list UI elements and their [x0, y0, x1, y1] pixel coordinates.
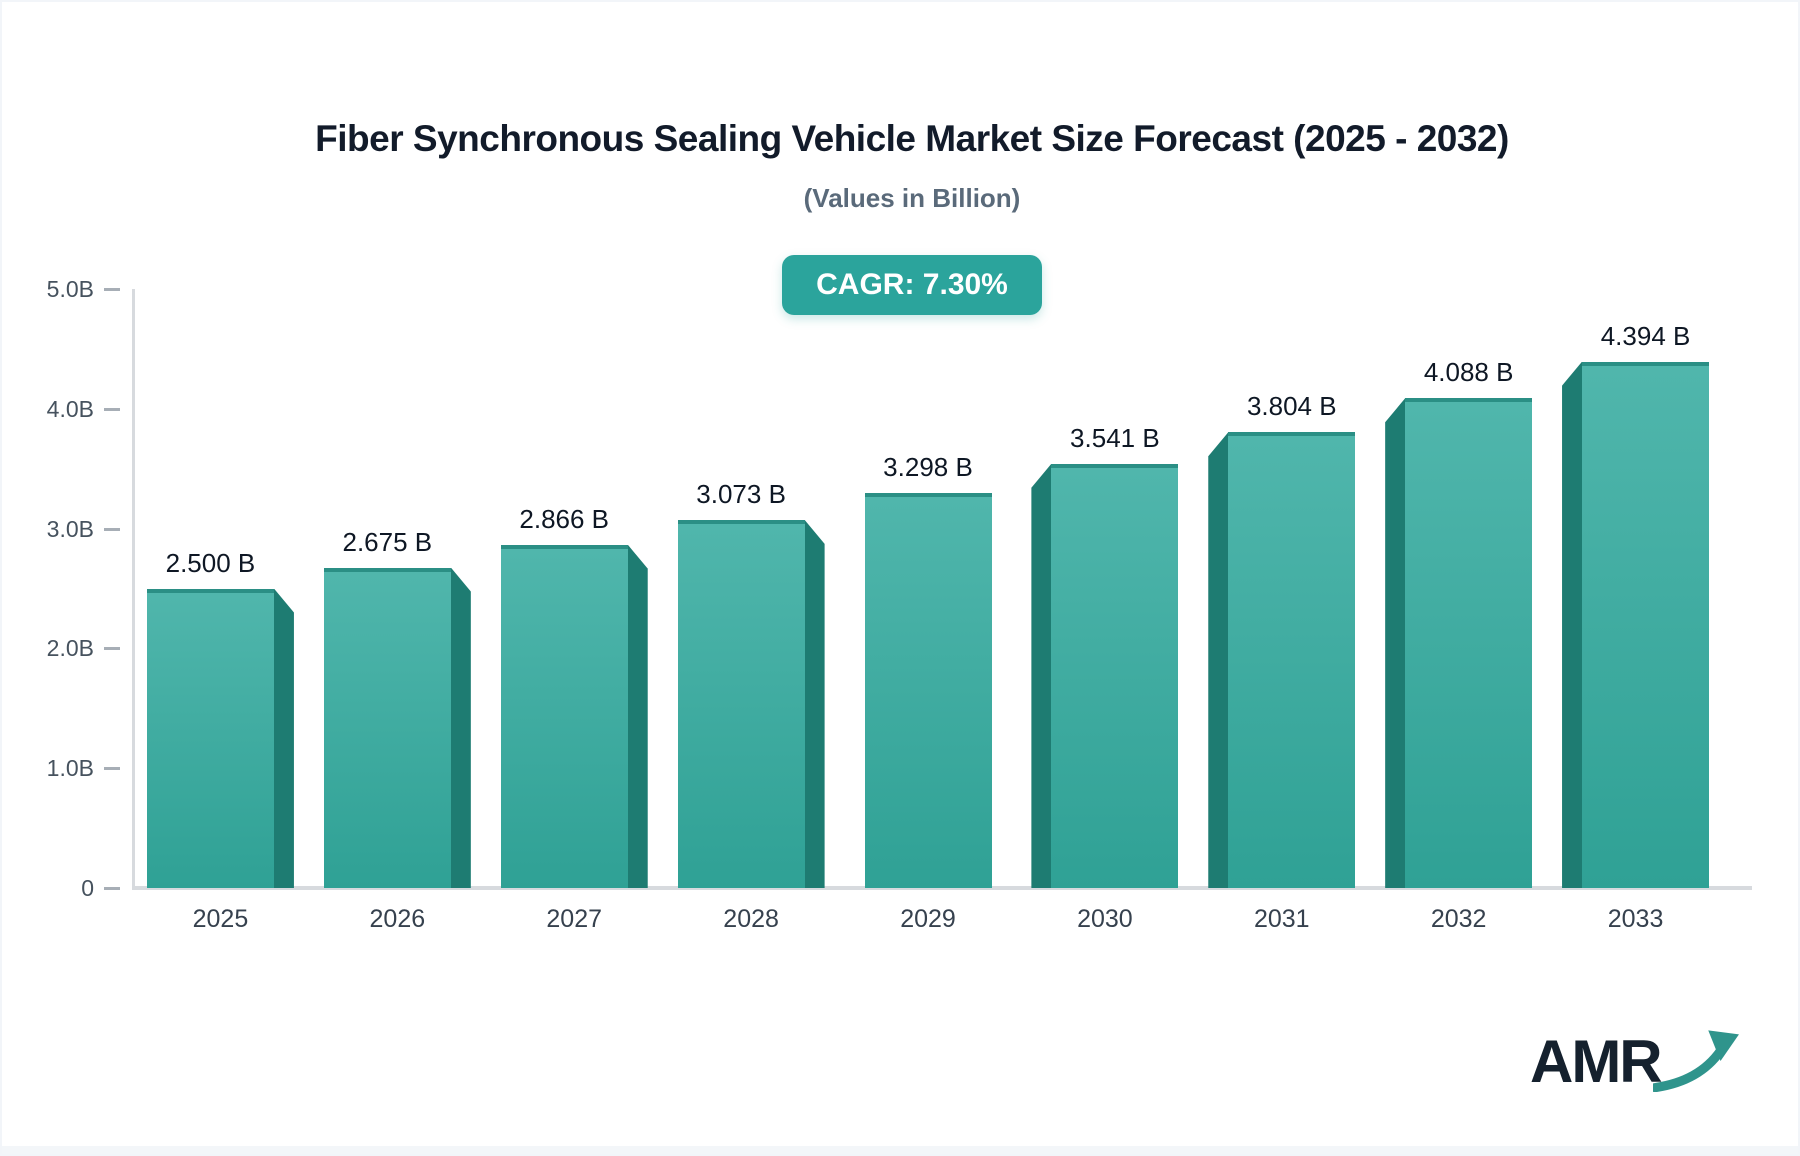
- cagr-badge-label: CAGR: 7.30%: [816, 268, 1008, 301]
- bar-front-face: [146, 588, 274, 888]
- bar-front-face: [864, 492, 992, 888]
- bar-value-label: 2.500 B: [165, 547, 256, 578]
- bar-side-face: [273, 588, 294, 888]
- y-tick-label: 4.0B: [46, 395, 94, 422]
- y-tick-label: 5.0B: [46, 276, 94, 302]
- brand-logo: AMR: [1530, 1028, 1741, 1095]
- bar-value-label: 4.088 B: [1423, 357, 1514, 388]
- bar-side-face: [627, 544, 648, 888]
- bar-side-face: [450, 567, 471, 888]
- bar-side-face: [804, 519, 825, 888]
- bar-value-label: 3.073 B: [696, 478, 786, 509]
- y-tick-dash: [104, 288, 120, 291]
- x-axis-label: 2031: [1253, 905, 1310, 933]
- bar-front-face: [1051, 463, 1179, 888]
- bar-value-label: 2.675 B: [342, 526, 433, 557]
- bar-front-face: [500, 544, 628, 888]
- bar-front-face: [677, 519, 805, 888]
- y-tick-dash: [104, 887, 120, 890]
- x-axis-label: 2029: [900, 905, 956, 933]
- bar-value-label: 3.541 B: [1070, 422, 1160, 453]
- y-tick-label: 3.0B: [46, 515, 94, 542]
- x-axis-label: 2033: [1607, 905, 1664, 933]
- bar-value-label: 3.298 B: [883, 451, 973, 482]
- y-axis-line: [132, 289, 135, 888]
- y-tick-dash: [104, 407, 120, 411]
- bar-front-face: [1228, 432, 1356, 888]
- cagr-badge: CAGR: 7.30%: [782, 255, 1042, 315]
- y-tick-dash: [104, 527, 120, 531]
- y-tick-label: 2.0B: [46, 635, 94, 662]
- chart-subtitle: (Values in Billion): [803, 183, 1021, 213]
- bar-side-face: [1385, 398, 1406, 888]
- bar-side-face: [1562, 361, 1583, 888]
- bar-side-face: [1031, 463, 1052, 888]
- x-axis-line: [132, 886, 1752, 890]
- x-axis-label: 2028: [723, 905, 779, 933]
- y-tick-label: 0: [81, 875, 94, 901]
- x-axis-label: 2032: [1430, 905, 1487, 933]
- y-tick-dash: [104, 647, 120, 651]
- x-axis-label: 2030: [1077, 905, 1133, 933]
- y-tick-dash: [104, 767, 120, 771]
- x-axis-label: 2026: [369, 905, 426, 933]
- bar-front-face: [1582, 361, 1710, 888]
- growth-arrow-icon: [1652, 1030, 1739, 1092]
- bar-front-face: [323, 567, 451, 888]
- x-axis-label: 2025: [192, 905, 249, 933]
- chart-header: Fiber Synchronous Sealing Vehicle Market…: [22, 2, 1798, 315]
- y-tick-label: 1.0B: [46, 755, 94, 782]
- card-bottom-edge: [2, 1146, 1798, 1154]
- bar-side-face: [1208, 432, 1229, 888]
- bar-front-face: [1405, 398, 1533, 888]
- bar-value-label: 2.866 B: [519, 503, 610, 534]
- bar-value-label: 3.804 B: [1246, 391, 1337, 422]
- bar-value-label: 4.394 B: [1600, 320, 1691, 351]
- chart-title: Fiber Synchronous Sealing Vehicle Market…: [315, 118, 1509, 159]
- brand-logo-text: AMR: [1530, 1028, 1663, 1095]
- x-axis-label: 2027: [546, 905, 603, 933]
